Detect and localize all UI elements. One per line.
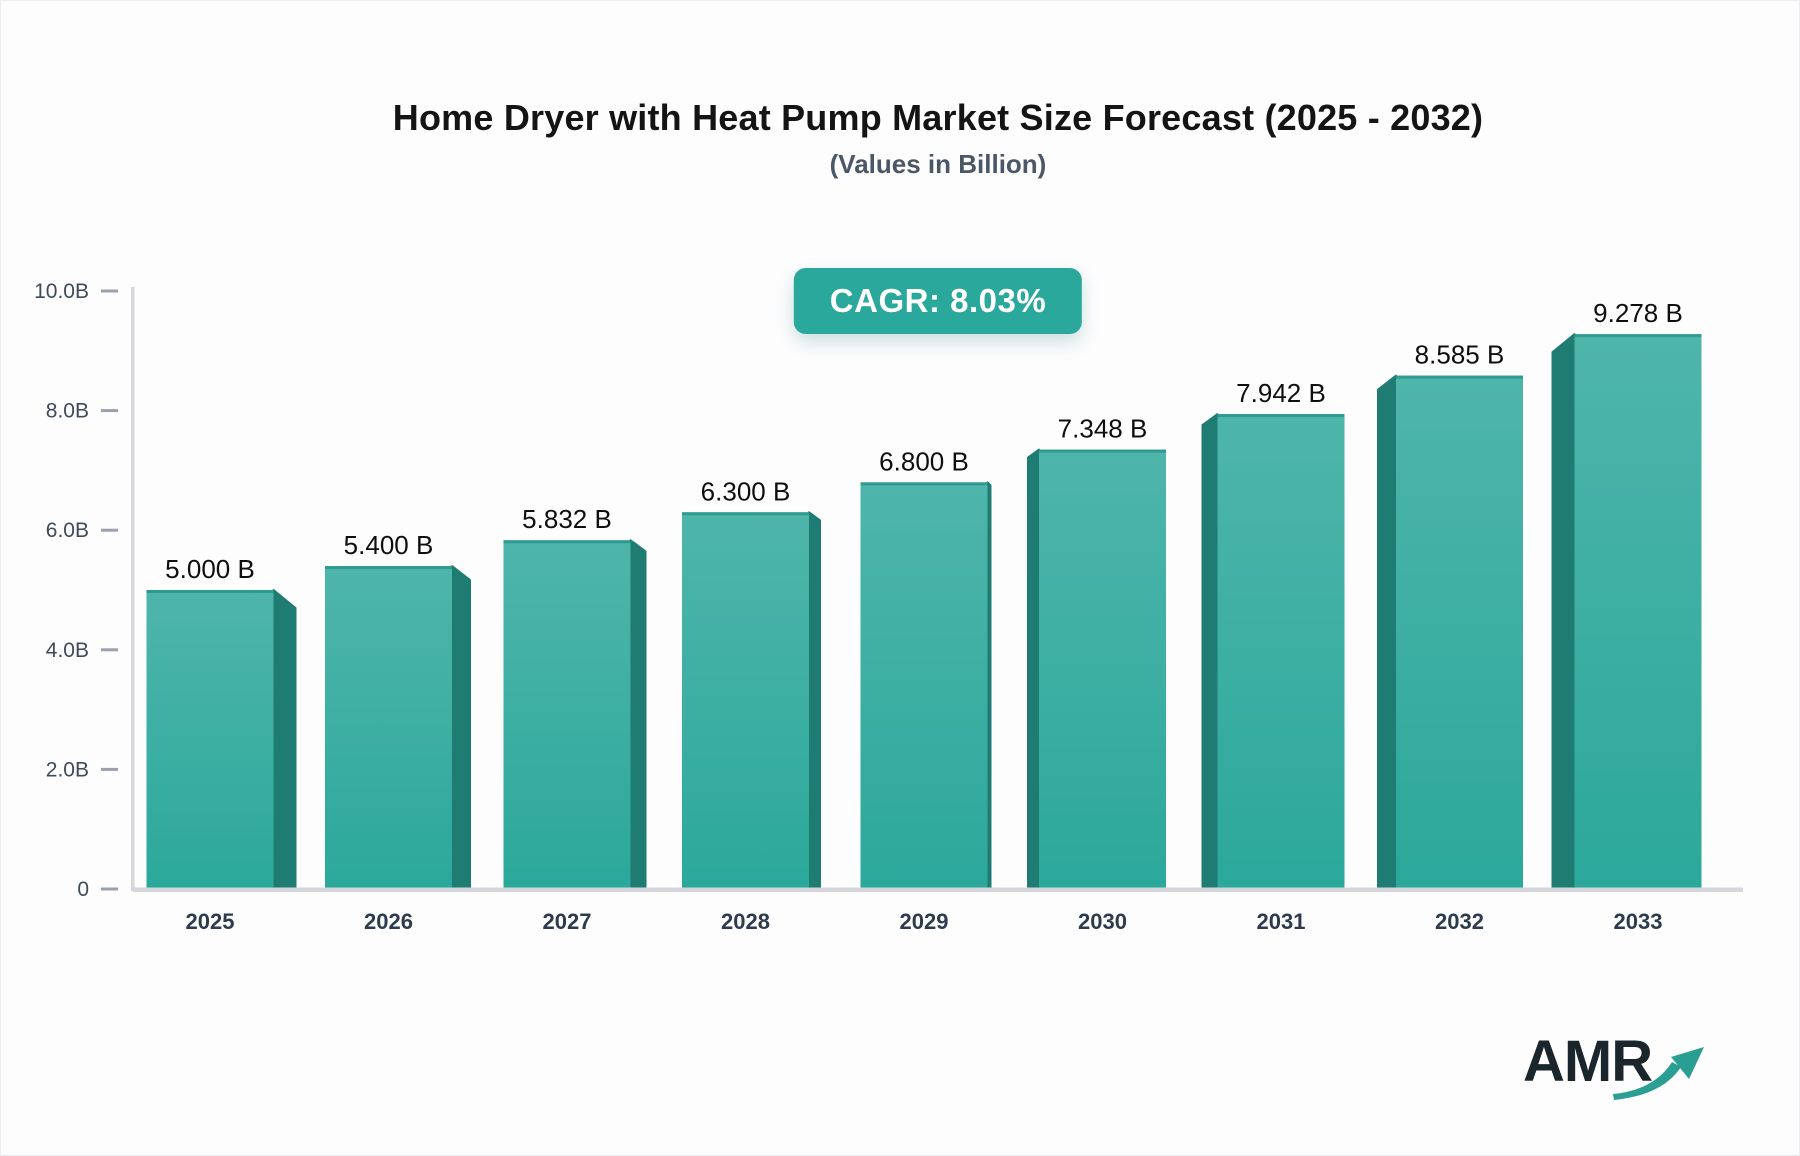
arrow-head: [1671, 1047, 1704, 1079]
bar-2028[interactable]: 6.300 B: [682, 476, 821, 891]
bar-top-edge: [1396, 375, 1523, 379]
bar-front-face: [146, 590, 274, 891]
bar-value-label: 7.942 B: [1236, 378, 1326, 408]
y-axis-tick: [101, 528, 118, 532]
cagr-badge: CAGR: 8.03%: [793, 268, 1083, 334]
chart-title: Home Dryer with Heat Pump Market Size Fo…: [392, 97, 1484, 138]
bar-value-label: 7.348 B: [1058, 414, 1148, 444]
y-axis-line: [131, 287, 135, 891]
bar-top-edge: [1574, 334, 1702, 338]
bar-front-face: [1574, 334, 1702, 891]
y-axis-tick: [101, 887, 118, 891]
y-axis-tick: [101, 409, 118, 413]
bar-2032[interactable]: 8.585 B: [1377, 340, 1523, 891]
amr-logo: AMR: [1523, 1033, 1743, 1143]
bar-depth-face: [1201, 413, 1219, 891]
bar-top-edge: [325, 566, 452, 570]
bar-top-edge: [1217, 414, 1345, 418]
bar-2030[interactable]: 7.348 B: [1027, 414, 1166, 891]
y-axis-tick: [101, 767, 118, 771]
bar-top-edge: [682, 512, 809, 516]
y-axis-tick: [101, 648, 118, 652]
bar-top-edge: [1039, 449, 1166, 453]
bar-value-label: 6.800 B: [879, 446, 969, 476]
bar-top-edge: [860, 482, 988, 486]
x-axis-label: 2031: [1257, 909, 1306, 934]
arrow-swoosh: [1613, 1062, 1681, 1100]
chart-subtitle: (Values in Billion): [829, 149, 1047, 179]
chart-header: Home Dryer with Heat Pump Market Size Fo…: [133, 1, 1743, 341]
y-axis-label: 0: [77, 878, 89, 901]
bar-value-label: 8.585 B: [1415, 340, 1505, 370]
bar-value-label: 5.832 B: [522, 504, 612, 534]
bar-2026[interactable]: 5.400 B: [325, 530, 471, 891]
bar-front-face: [682, 512, 809, 891]
bar-value-label: 9.278 B: [1593, 298, 1683, 328]
bar-depth-face: [451, 565, 471, 891]
y-axis-label: 10.0B: [34, 280, 89, 303]
bar-depth-face: [1027, 448, 1040, 891]
bar-top-edge: [503, 540, 631, 544]
x-axis-label: 2032: [1435, 909, 1484, 934]
x-axis-label: 2028: [721, 909, 770, 934]
x-axis-label: 2027: [543, 909, 592, 934]
y-axis-tick: [101, 289, 118, 293]
bar-front-face: [1396, 375, 1523, 891]
bar-front-face: [1217, 414, 1345, 891]
bar-2031[interactable]: 7.942 B: [1201, 378, 1345, 891]
bar-value-label: 5.400 B: [344, 530, 434, 560]
cagr-badge-label: CAGR: 8.03%: [829, 282, 1047, 319]
y-axis-label: 8.0B: [46, 400, 89, 423]
bar-2025[interactable]: 5.000 B: [146, 554, 297, 891]
x-axis-label: 2030: [1078, 909, 1127, 934]
x-axis-label: 2033: [1614, 909, 1663, 934]
x-axis-label: 2025: [186, 909, 235, 934]
x-axis-line: [133, 887, 1743, 892]
bar-depth-face: [1551, 333, 1576, 891]
y-axis-label: 6.0B: [46, 519, 89, 542]
bar-depth-face: [272, 589, 297, 891]
bar-depth-face: [986, 481, 992, 891]
bar-2033[interactable]: 9.278 B: [1551, 298, 1702, 891]
bar-2027[interactable]: 5.832 B: [503, 504, 647, 891]
bar-2029[interactable]: 6.800 B: [860, 446, 992, 891]
x-axis-label: 2026: [364, 909, 413, 934]
bar-front-face: [325, 566, 452, 891]
y-axis-label: 2.0B: [46, 758, 89, 781]
amr-logo-arrow-icon: [1613, 1047, 1704, 1100]
bar-front-face: [1039, 449, 1166, 891]
x-axis-label: 2029: [900, 909, 949, 934]
bar-depth-face: [1377, 374, 1397, 891]
bar-depth-face: [629, 539, 647, 891]
bar-value-label: 6.300 B: [701, 476, 791, 506]
bar-depth-face: [808, 511, 821, 891]
bar-top-edge: [146, 590, 274, 593]
amr-logo-text: AMR: [1523, 1029, 1653, 1094]
bar-value-label: 5.000 B: [165, 554, 255, 584]
bar-front-face: [503, 540, 631, 891]
bar-front-face: [860, 482, 988, 891]
y-axis-label: 4.0B: [46, 639, 89, 662]
